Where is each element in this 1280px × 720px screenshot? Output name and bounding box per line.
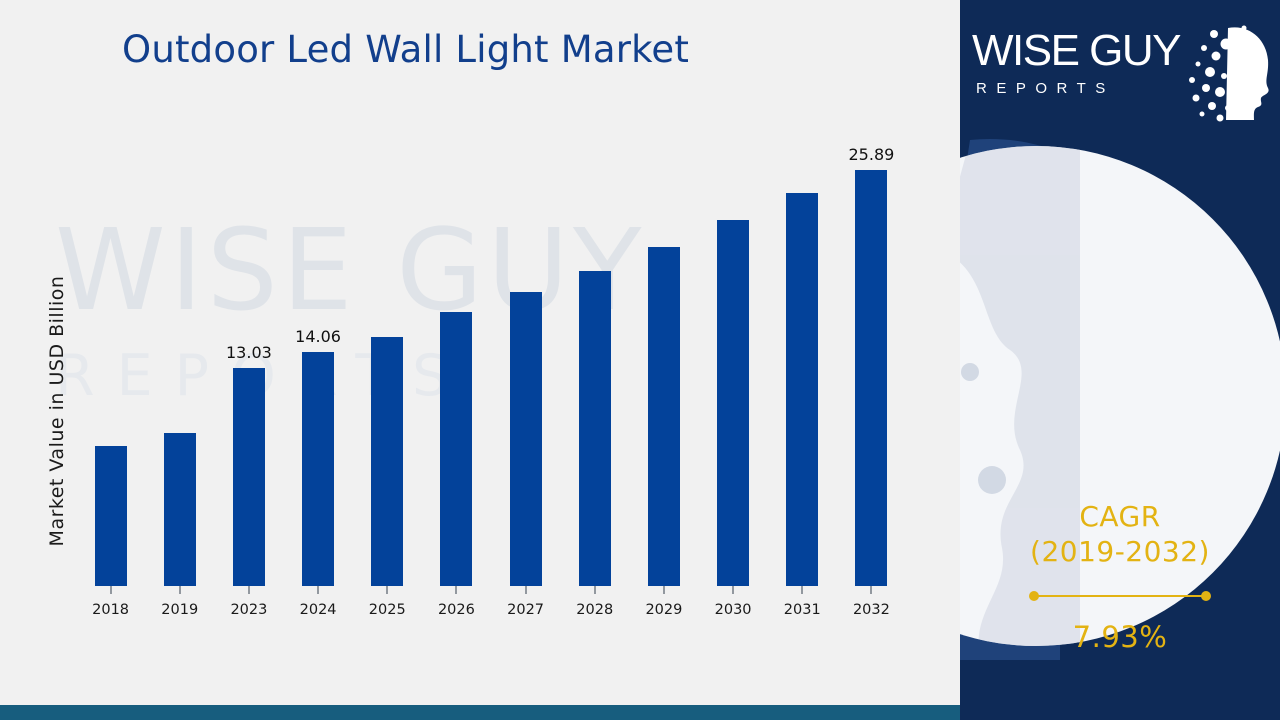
x-axis-label-2030: 2030 (714, 602, 752, 618)
cagr-block: CAGR (2019-2032) 7.93% (960, 500, 1280, 654)
bar-2026[interactable] (440, 312, 473, 586)
x-axis-label-2031: 2031 (783, 602, 821, 618)
bar-2031[interactable] (786, 193, 819, 586)
x-axis-tick (663, 586, 665, 594)
bar-2024[interactable] (302, 352, 335, 586)
cagr-title: CAGR (1079, 500, 1161, 533)
chart-panel: WISE GUY REPORTS Outdoor Led Wall Light … (0, 28, 960, 720)
bar-2027[interactable] (509, 292, 542, 586)
x-axis-label-2019: 2019 (161, 602, 199, 618)
bar-2030[interactable] (717, 220, 750, 586)
y-axis-title: Market Value in USD Billion (46, 275, 68, 547)
bar-group: 2027 (491, 150, 560, 618)
bar-group: 14.06 2024 (284, 150, 353, 618)
bar-group: 2028 (560, 150, 629, 618)
bottom-accent-strip (0, 705, 960, 720)
x-axis-tick (455, 586, 457, 594)
divider-rule (1035, 595, 1205, 597)
x-axis-tick (386, 586, 388, 594)
x-axis-label-2025: 2025 (368, 602, 406, 618)
x-axis-tick (525, 586, 527, 594)
brand-decoration-graphic (960, 139, 1280, 660)
bar-value-label-2023: 13.03 (226, 343, 272, 363)
bar-2028[interactable] (578, 271, 611, 586)
x-axis-tick (594, 586, 596, 594)
bar-group: 2031 (768, 150, 837, 618)
brand-logo: WISE GUY REPORTS (966, 25, 1274, 126)
bar-plot-area: 2018 2019 13.03 2023 14.06 2024 2025 2026 2027 20… (76, 145, 906, 618)
bar-group: 2029 (629, 150, 698, 618)
x-axis-tick (110, 586, 112, 594)
divider-dot-left (1029, 591, 1039, 601)
logo-subtext: REPORTS (976, 80, 1115, 97)
bar-group: 2025 (353, 150, 422, 618)
bar-group: 13.03 2023 (214, 150, 283, 618)
x-axis-tick (870, 586, 872, 594)
bar-2023[interactable] (232, 368, 265, 586)
bar-2019[interactable] (163, 432, 196, 586)
divider-dot-right (1201, 591, 1211, 601)
x-axis-tick (317, 586, 319, 594)
x-axis-label-2023: 2023 (230, 602, 268, 618)
brand-panel: WISE GUY REPORTS CAGR (2019-2032) (960, 0, 1280, 720)
x-axis-label-2024: 2024 (299, 602, 337, 618)
x-axis-tick (801, 586, 803, 594)
bar-value-label-2024: 14.06 (295, 327, 341, 347)
bar-group: 25.89 2032 (837, 145, 906, 618)
cagr-value: 7.93% (1072, 620, 1168, 654)
bar-2032[interactable] (855, 170, 888, 586)
cagr-divider (1029, 590, 1211, 602)
bar-group: 2019 (145, 150, 214, 618)
bar-value-label-2032: 25.89 (848, 145, 895, 165)
cagr-period: (2019-2032) (1030, 535, 1210, 568)
x-axis-label-2027: 2027 (507, 602, 545, 618)
bar-2029[interactable] (647, 246, 680, 586)
bar-group: 2018 (76, 150, 145, 618)
logo-wordmark: WISE GUY (972, 26, 1182, 75)
x-axis-label-2032: 2032 (852, 602, 890, 618)
x-axis-label-2026: 2026 (437, 602, 475, 618)
bar-2018[interactable] (94, 446, 127, 586)
chart-title: Outdoor Led Wall Light Market (122, 28, 690, 71)
head-profile-dots-icon (1189, 25, 1269, 122)
bar-2025[interactable] (371, 336, 404, 586)
x-axis-tick (248, 586, 250, 594)
bar-group: 2026 (422, 150, 491, 618)
x-axis-tick (732, 586, 734, 594)
x-axis-label-2029: 2029 (645, 602, 683, 618)
x-axis-label-2018: 2018 (92, 602, 130, 618)
bar-group: 2030 (699, 150, 768, 618)
x-axis-tick (179, 586, 181, 594)
x-axis-label-2028: 2028 (576, 602, 614, 618)
